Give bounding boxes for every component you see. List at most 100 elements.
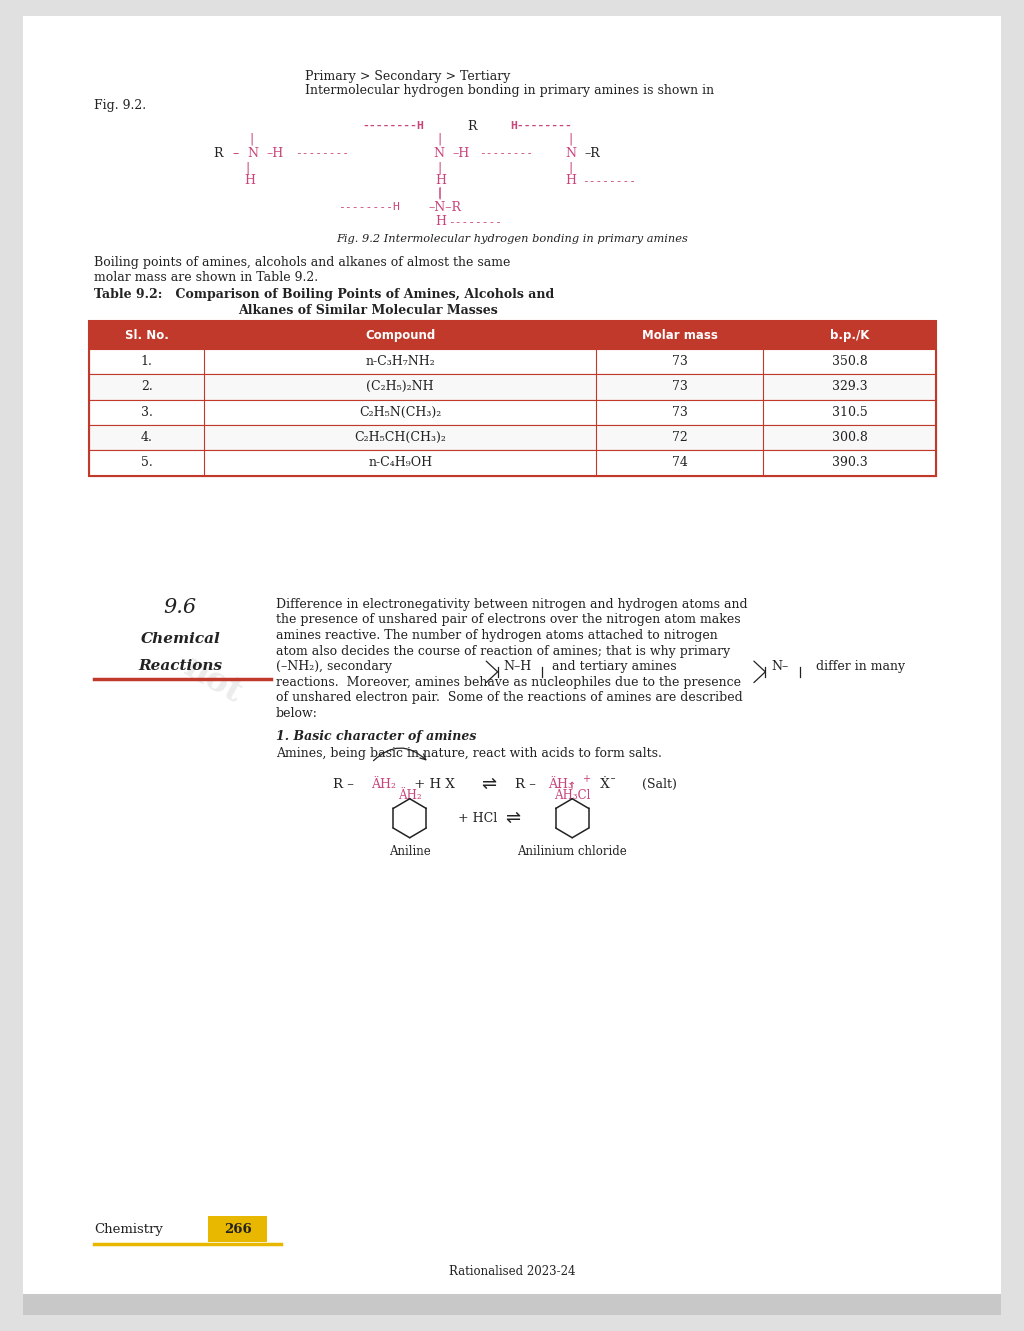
Text: N: N <box>247 148 258 160</box>
Text: 2.: 2. <box>141 381 153 394</box>
Text: the presence of unshared pair of electrons over the nitrogen atom makes: the presence of unshared pair of electro… <box>275 614 740 627</box>
FancyBboxPatch shape <box>89 399 936 425</box>
Text: R –: R – <box>333 777 358 791</box>
Text: 5.: 5. <box>141 457 153 470</box>
Text: --------: -------- <box>479 149 534 158</box>
Text: +: + <box>582 775 590 784</box>
Text: Ẋˉ: Ẋˉ <box>596 777 616 791</box>
Text: ↑: ↑ <box>568 781 577 791</box>
Text: –N–R: –N–R <box>429 201 462 214</box>
Text: 1.: 1. <box>141 355 153 367</box>
Text: 266: 266 <box>224 1223 252 1235</box>
Text: R: R <box>467 120 476 133</box>
Text: + H X: + H X <box>410 777 455 791</box>
Text: H: H <box>435 216 446 229</box>
Text: Primary > Secondary > Tertiary: Primary > Secondary > Tertiary <box>304 69 510 83</box>
Text: –H: –H <box>266 148 284 160</box>
Text: ÄH₃: ÄH₃ <box>548 777 573 791</box>
Text: H: H <box>565 174 577 188</box>
Text: |: | <box>568 162 572 174</box>
Text: H--------: H-------- <box>510 121 572 132</box>
Text: 72: 72 <box>672 431 688 445</box>
FancyBboxPatch shape <box>89 450 936 475</box>
Text: not: not <box>178 651 249 711</box>
Text: below:: below: <box>275 707 317 720</box>
Text: N: N <box>433 148 444 160</box>
Text: ⇌: ⇌ <box>505 809 520 828</box>
Text: 73: 73 <box>672 406 688 419</box>
Text: 390.3: 390.3 <box>831 457 867 470</box>
FancyBboxPatch shape <box>89 374 936 399</box>
Text: --------: -------- <box>295 149 349 158</box>
FancyBboxPatch shape <box>23 1294 1001 1315</box>
Text: --------H: --------H <box>338 202 400 212</box>
Text: Difference in electronegativity between nitrogen and hydrogen atoms and: Difference in electronegativity between … <box>275 598 748 611</box>
Text: ÄH₂: ÄH₂ <box>372 777 396 791</box>
Text: 310.5: 310.5 <box>831 406 867 419</box>
Text: H: H <box>245 174 255 188</box>
Text: differ in many: differ in many <box>816 660 905 673</box>
Text: R: R <box>214 148 223 160</box>
FancyBboxPatch shape <box>23 16 1001 1315</box>
Text: H: H <box>435 174 446 188</box>
Text: Compound: Compound <box>365 329 435 342</box>
Text: --------H: --------H <box>361 121 424 132</box>
Text: 74: 74 <box>672 457 688 470</box>
Text: |: | <box>437 133 441 145</box>
Text: Fig. 9.2.: Fig. 9.2. <box>94 98 146 112</box>
Text: ÄH₂: ÄH₂ <box>398 789 422 803</box>
Text: N: N <box>565 148 577 160</box>
Text: –R: –R <box>585 148 600 160</box>
Text: Table 9.2:   Comparison of Boiling Points of Amines, Alcohols and: Table 9.2: Comparison of Boiling Points … <box>94 289 554 301</box>
Text: n-C₃H₇NH₂: n-C₃H₇NH₂ <box>366 355 435 367</box>
Text: --------: -------- <box>582 176 636 186</box>
Text: Sl. No.: Sl. No. <box>125 329 169 342</box>
Text: reactions.  Moreover, amines behave as nucleophiles due to the presence: reactions. Moreover, amines behave as nu… <box>275 676 741 688</box>
Text: b.p./K: b.p./K <box>829 329 869 342</box>
Text: (–NH₂), secondary: (–NH₂), secondary <box>275 660 396 673</box>
FancyBboxPatch shape <box>89 322 936 349</box>
Text: |: | <box>245 162 249 174</box>
Text: 350.8: 350.8 <box>831 355 867 367</box>
Text: ÄH₃Cl: ÄH₃Cl <box>554 789 591 803</box>
Text: Anilinium chloride: Anilinium chloride <box>517 845 627 857</box>
Text: --------: -------- <box>447 217 502 226</box>
Text: N–H: N–H <box>504 660 531 673</box>
Text: 1. Basic character of amines: 1. Basic character of amines <box>275 731 476 744</box>
FancyBboxPatch shape <box>89 349 936 374</box>
Text: Amines, being basic in nature, react with acids to form salts.: Amines, being basic in nature, react wit… <box>275 747 662 760</box>
Text: ⇌: ⇌ <box>481 775 497 793</box>
Text: 3.: 3. <box>141 406 153 419</box>
Text: Chemical: Chemical <box>140 632 220 646</box>
Text: Fig. 9.2 Intermolecular hydrogen bonding in primary amines: Fig. 9.2 Intermolecular hydrogen bonding… <box>336 234 688 245</box>
Text: |: | <box>437 186 441 200</box>
Text: Molar mass: Molar mass <box>642 329 718 342</box>
Text: N–: N– <box>771 660 788 673</box>
Text: and tertiary amines: and tertiary amines <box>548 660 681 673</box>
Text: 9.6: 9.6 <box>164 598 197 616</box>
Text: + HCl: + HCl <box>458 812 497 825</box>
Text: Rationalised 2023-24: Rationalised 2023-24 <box>449 1264 575 1278</box>
Text: 73: 73 <box>672 381 688 394</box>
FancyBboxPatch shape <box>89 425 936 450</box>
Text: 4.: 4. <box>141 431 153 445</box>
Text: |: | <box>568 133 572 145</box>
Text: (C₂H₅)₂NH: (C₂H₅)₂NH <box>367 381 434 394</box>
Text: C₂H₅CH(CH₃)₂: C₂H₅CH(CH₃)₂ <box>354 431 446 445</box>
Text: –: – <box>232 148 239 160</box>
Text: Boiling points of amines, alcohols and alkanes of almost the same: Boiling points of amines, alcohols and a… <box>94 256 511 269</box>
Text: 300.8: 300.8 <box>831 431 867 445</box>
Text: C₂H₅N(CH₃)₂: C₂H₅N(CH₃)₂ <box>359 406 441 419</box>
Text: R –: R – <box>515 777 540 791</box>
Text: Alkanes of Similar Molecular Masses: Alkanes of Similar Molecular Masses <box>238 303 498 317</box>
Text: molar mass are shown in Table 9.2.: molar mass are shown in Table 9.2. <box>94 270 318 284</box>
Text: |: | <box>437 188 441 198</box>
Text: |: | <box>437 162 441 174</box>
Text: Reactions: Reactions <box>138 659 222 673</box>
Text: (Salt): (Salt) <box>630 777 677 791</box>
Text: Chemistry: Chemistry <box>94 1223 163 1235</box>
Text: |: | <box>250 133 254 145</box>
Text: atom also decides the course of reaction of amines; that is why primary: atom also decides the course of reaction… <box>275 644 730 658</box>
Text: 73: 73 <box>672 355 688 367</box>
Text: Aniline: Aniline <box>389 845 430 857</box>
